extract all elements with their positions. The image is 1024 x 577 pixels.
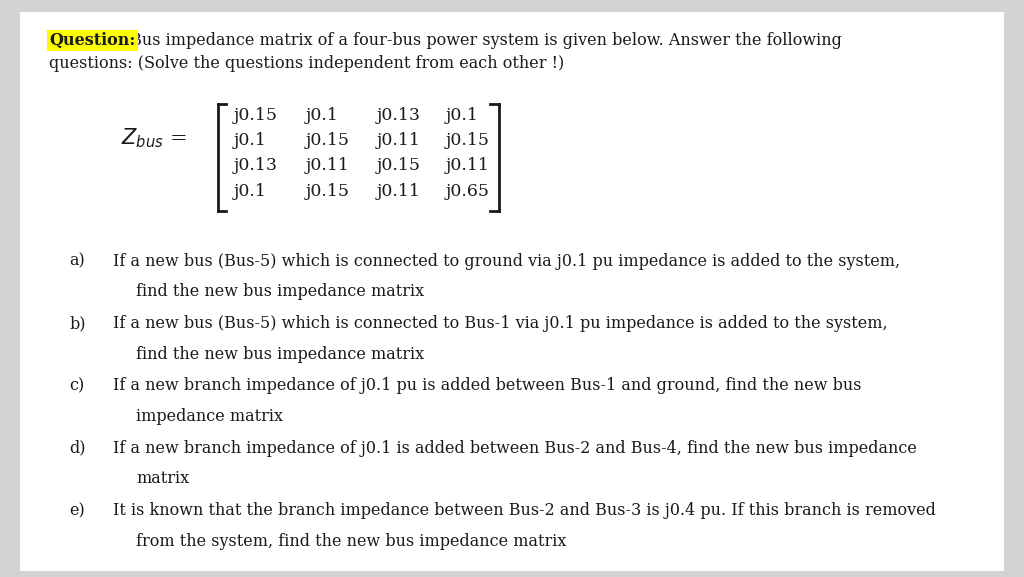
Text: j0.11: j0.11 (377, 183, 421, 200)
Text: j0.11: j0.11 (445, 157, 489, 174)
Text: j0.1: j0.1 (233, 132, 266, 149)
Text: It is known that the branch impedance between Bus-2 and Bus-3 is j0.4 pu. If thi: It is known that the branch impedance be… (113, 502, 936, 519)
Text: j0.13: j0.13 (233, 157, 278, 174)
Text: $Z_{bus}$ =: $Z_{bus}$ = (121, 127, 186, 150)
Text: j0.15: j0.15 (445, 132, 489, 149)
Text: j0.1: j0.1 (233, 183, 266, 200)
Text: b): b) (70, 315, 86, 332)
Text: j0.15: j0.15 (233, 107, 278, 124)
Text: j0.1: j0.1 (445, 107, 478, 124)
FancyBboxPatch shape (20, 12, 1004, 571)
Text: If a new bus (Bus-5) which is connected to ground via j0.1 pu impedance is added: If a new bus (Bus-5) which is connected … (113, 253, 900, 269)
Text: If a new bus (Bus-5) which is connected to Bus-1 via j0.1 pu impedance is added : If a new bus (Bus-5) which is connected … (113, 315, 887, 332)
Text: j0.11: j0.11 (306, 157, 350, 174)
Text: j0.15: j0.15 (306, 183, 350, 200)
Text: find the new bus impedance matrix: find the new bus impedance matrix (136, 346, 424, 362)
Text: matrix: matrix (136, 470, 189, 487)
Text: impedance matrix: impedance matrix (136, 408, 284, 425)
Text: If a new branch impedance of j0.1 pu is added between Bus-1 and ground, find the: If a new branch impedance of j0.1 pu is … (113, 377, 861, 394)
Text: questions: (Solve the questions independent from each other !): questions: (Solve the questions independ… (49, 55, 564, 72)
Text: If a new branch impedance of j0.1 is added between Bus-2 and Bus-4, find the new: If a new branch impedance of j0.1 is add… (113, 440, 916, 456)
Text: j0.13: j0.13 (377, 107, 421, 124)
Text: find the new bus impedance matrix: find the new bus impedance matrix (136, 283, 424, 300)
Text: j0.1: j0.1 (306, 107, 339, 124)
Text: from the system, find the new bus impedance matrix: from the system, find the new bus impeda… (136, 533, 566, 549)
Text: e): e) (70, 502, 85, 519)
Text: a): a) (70, 253, 85, 269)
Text: Question:: Question: (49, 32, 135, 48)
Text: j0.15: j0.15 (306, 132, 350, 149)
Text: c): c) (70, 377, 85, 394)
Text: j0.11: j0.11 (377, 132, 421, 149)
Text: j0.15: j0.15 (377, 157, 421, 174)
Text: d): d) (70, 440, 86, 456)
Text: Bus impedance matrix of a four-bus power system is given below. Answer the follo: Bus impedance matrix of a four-bus power… (125, 32, 842, 48)
Text: j0.65: j0.65 (445, 183, 489, 200)
